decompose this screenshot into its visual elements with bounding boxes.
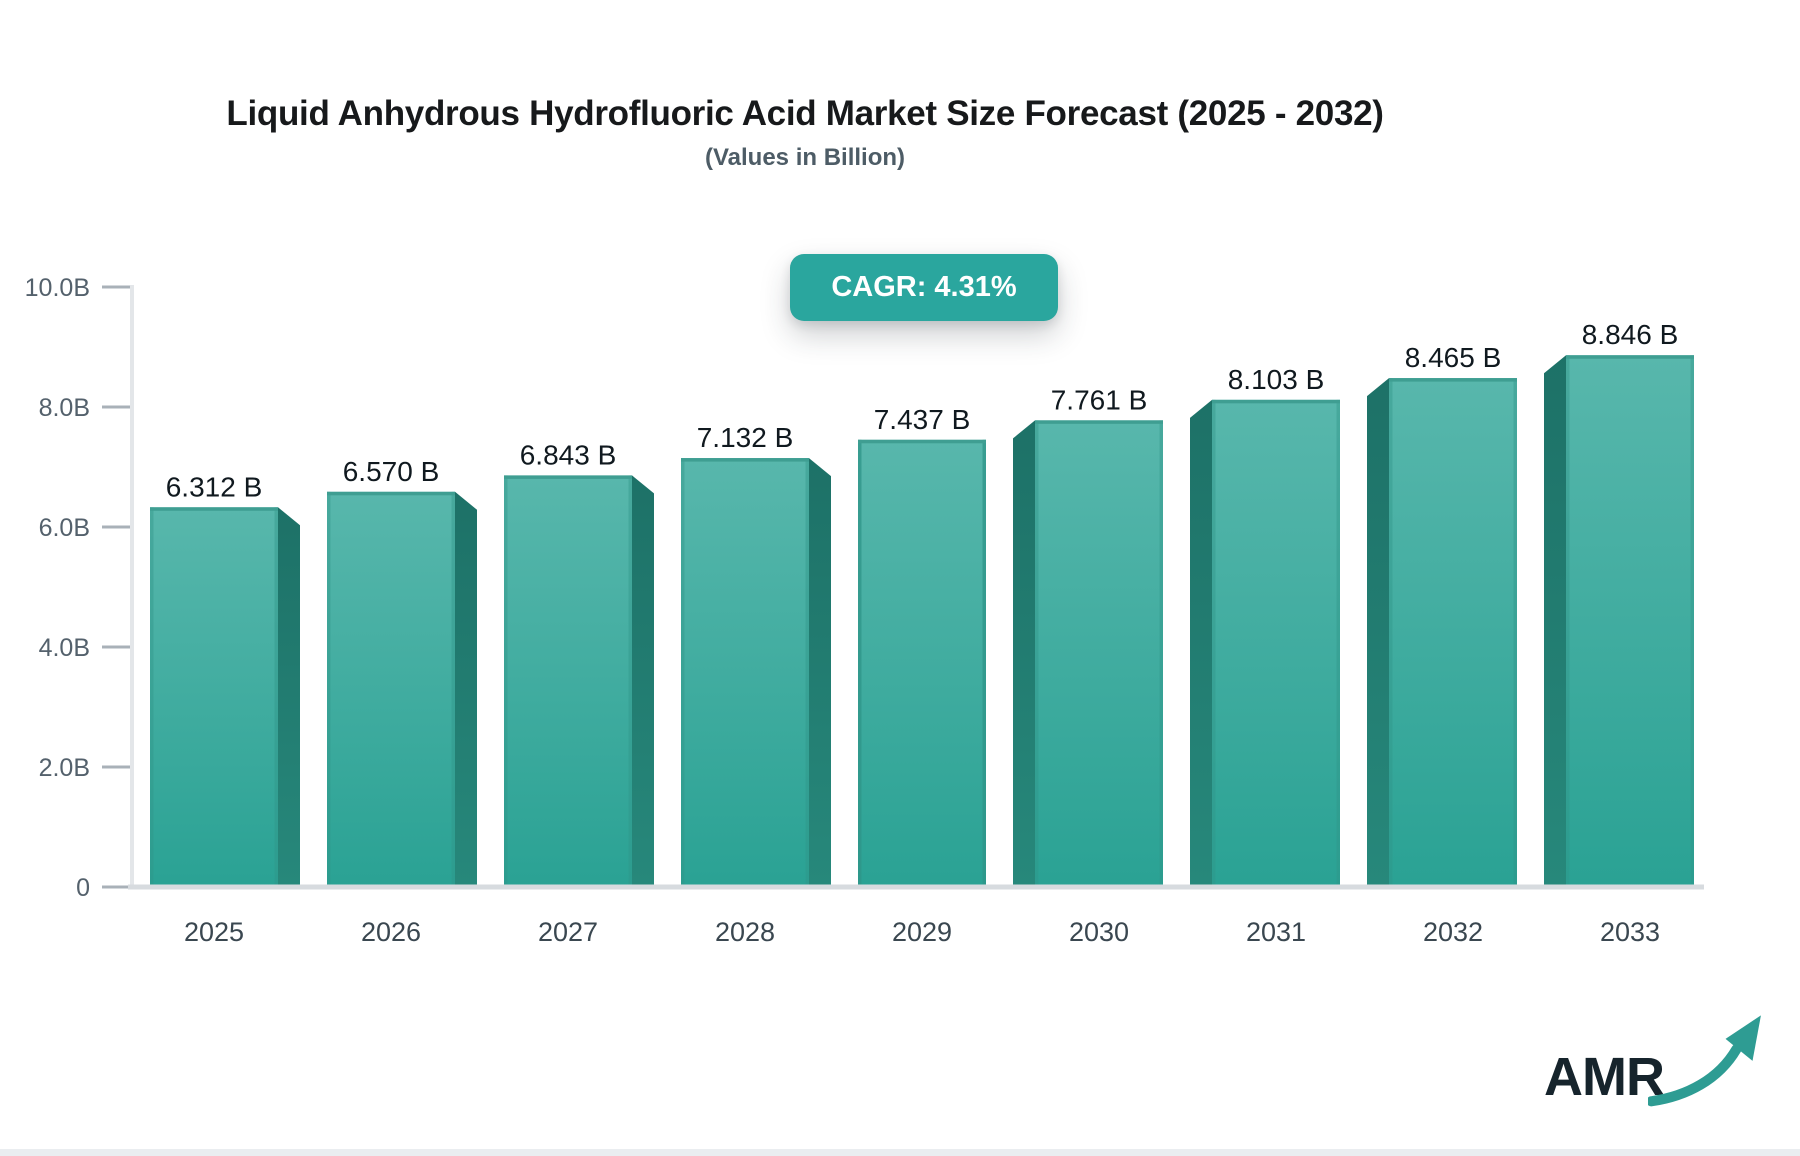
bar-right-edge [805, 458, 809, 886]
bar-side-face [809, 458, 831, 886]
x-axis-label: 2031 [1246, 917, 1306, 947]
y-axis-label: 2.0B [39, 754, 90, 782]
bar-group: 7.437 B 2029 [858, 404, 986, 947]
bar-group: 7.132 B 2028 [681, 422, 831, 947]
bar-side-face [1190, 399, 1212, 886]
bar-group: 6.570 B 2026 [327, 456, 477, 947]
bar [1035, 420, 1163, 886]
bar-value-label: 7.132 B [697, 422, 794, 453]
bar-right-edge [982, 439, 986, 886]
cagr-badge: CAGR: 4.31% [790, 254, 1058, 321]
y-axis-label: 6.0B [39, 514, 90, 542]
bar-value-label: 7.761 B [1051, 384, 1148, 415]
bar-right-edge [628, 475, 632, 886]
bar-top-edge [150, 507, 278, 511]
bar-side-face [632, 475, 654, 886]
bar-top-edge [1389, 378, 1517, 382]
bar-left-edge [150, 507, 154, 886]
bar-group: 6.312 B 2025 [150, 471, 300, 947]
bar-value-label: 7.437 B [874, 404, 971, 435]
bar-group: 8.103 B 2031 [1190, 364, 1340, 947]
y-axis-label: 0 [76, 874, 90, 902]
bar-side-face [1544, 355, 1566, 886]
bar-value-label: 8.846 B [1582, 319, 1679, 350]
bar-side-face [278, 507, 300, 886]
bar-left-edge [327, 491, 331, 886]
bar-left-edge [1035, 420, 1039, 886]
bar-top-edge [1566, 355, 1694, 359]
bar-top-edge [1035, 420, 1163, 424]
growth-arrow-icon [1648, 1015, 1761, 1107]
bar-left-edge [1212, 399, 1216, 886]
y-axis-label: 4.0B [39, 634, 90, 662]
bar [327, 491, 455, 886]
cagr-badge-label: CAGR: 4.31% [831, 271, 1017, 303]
bar-top-edge [681, 458, 809, 462]
y-axis-label: 10.0B [25, 274, 90, 302]
bar-left-edge [504, 475, 508, 886]
bar-side-face [1367, 378, 1389, 886]
bar-value-label: 8.465 B [1405, 342, 1502, 373]
chart-subtitle: (Values in Billion) [704, 144, 906, 171]
bar-group: 8.846 B 2033 [1544, 319, 1694, 947]
bar-right-edge [1513, 378, 1517, 886]
bar [858, 439, 986, 886]
x-axis-label: 2029 [892, 917, 952, 947]
bar-side-face [1013, 420, 1035, 886]
x-axis-label: 2028 [715, 917, 775, 947]
bar-top-edge [504, 475, 632, 479]
bar-value-label: 8.103 B [1228, 364, 1325, 395]
y-axis-label: 8.0B [39, 394, 90, 422]
bar-right-edge [1336, 399, 1340, 886]
bar [681, 458, 809, 886]
bar [504, 475, 632, 886]
bar-right-edge [274, 507, 278, 886]
bar-left-edge [681, 458, 685, 886]
x-axis-label: 2030 [1069, 917, 1129, 947]
x-axis-label: 2033 [1600, 917, 1660, 947]
bottom-edge [0, 1149, 1800, 1156]
bar-value-label: 6.312 B [166, 471, 263, 502]
bar-left-edge [858, 439, 862, 886]
bar-value-label: 6.843 B [520, 439, 617, 470]
bar-right-edge [1690, 355, 1694, 886]
bar-right-edge [1159, 420, 1163, 886]
bar [1212, 399, 1340, 886]
bar-group: 6.843 B 2027 [504, 439, 654, 947]
bar-group: 7.761 B 2030 [1013, 384, 1163, 947]
bar-side-face [455, 491, 477, 886]
chart-header: Liquid Anhydrous Hydrofluoric Acid Marke… [0, 94, 1610, 172]
bar-left-edge [1389, 378, 1393, 886]
amr-logo-text: AMR [1544, 1047, 1665, 1107]
x-axis-label: 2026 [361, 917, 421, 947]
bar [1566, 355, 1694, 886]
bar-value-label: 6.570 B [343, 456, 440, 487]
x-axis-label: 2025 [184, 917, 244, 947]
page-title: Liquid Anhydrous Hydrofluoric Acid Marke… [226, 94, 1384, 133]
bar-top-edge [858, 439, 986, 444]
bar-group: 8.465 B 2032 [1367, 342, 1517, 947]
bar [150, 507, 278, 886]
bar [1389, 378, 1517, 886]
x-axis-label: 2032 [1423, 917, 1483, 947]
bar-top-edge [1212, 399, 1340, 404]
amr-logo: AMR [1544, 1010, 1766, 1107]
x-axis-label: 2027 [538, 917, 598, 947]
bar-top-edge [327, 491, 455, 496]
bar-left-edge [1566, 355, 1570, 886]
bar-right-edge [451, 491, 455, 886]
